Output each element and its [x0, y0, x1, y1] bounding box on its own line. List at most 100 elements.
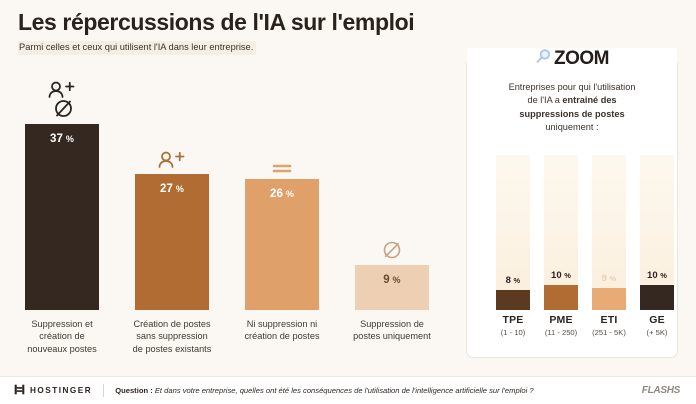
zoom-desc-line-2-bold: entrainé des — [562, 95, 617, 106]
footer: HOSTINGER Question : Et dans votre entre… — [0, 376, 696, 404]
magnifier-icon — [535, 48, 552, 70]
zoom-bar-value-number-3: 9 — [601, 273, 608, 284]
zoom-bar-rect-2[interactable] — [544, 285, 578, 310]
category-label-1-line-2: création de — [39, 331, 85, 342]
zoom-category-axis: TPE (1 - 10) PME (11 - 250) ETI (251 - 5K) GE (… — [478, 314, 668, 348]
zoom-bar-rect-3[interactable] — [592, 288, 626, 310]
zoom-category-name-1: TPE — [502, 314, 524, 326]
zoom-category-range-4: (+ 5K) — [646, 328, 668, 337]
bar-rect-1[interactable]: 37 % — [25, 124, 99, 310]
zoom-category-pme: PME (11 - 250) — [533, 314, 589, 337]
category-label-2-line-1: Création de postes — [133, 319, 211, 329]
zoom-category-range-1: (1 - 10) — [500, 328, 526, 337]
zoom-bar-rect-1[interactable] — [496, 290, 530, 310]
bar-value-number-3: 26 — [269, 188, 284, 200]
zoom-bar-column-2: 10 % — [539, 155, 583, 310]
zoom-panel-header: ZOOM — [467, 48, 677, 70]
zoom-category-name-4: GE — [649, 314, 665, 326]
zoom-bar-value-number-4: 10 — [646, 270, 658, 281]
footer-question-label: Question : — [115, 386, 153, 395]
main-bar-chart: 37 % 27 % 26 % 9 % Suppression et créatio… — [0, 60, 462, 360]
null-icon — [381, 219, 403, 261]
bar-column-1: 37 % — [7, 60, 117, 310]
zoom-bar-rect-4[interactable] — [640, 285, 674, 310]
zoom-bar-column-3: 9 % — [587, 155, 631, 310]
zoom-category-ge: GE (+ 5K) — [629, 314, 685, 337]
category-label-1-line-1: Suppression et — [31, 319, 93, 329]
flashs-logo-label: FLASHS — [641, 385, 681, 396]
hostinger-brand-label: HOSTINGER — [30, 386, 93, 395]
zoom-bar-track-4 — [640, 155, 674, 310]
hostinger-brand: HOSTINGER — [14, 382, 92, 400]
zoom-desc-line-1: Entreprises pour qui l'utilisation — [508, 82, 636, 92]
zoom-desc-line-2-plain: de l'IA a — [527, 95, 563, 106]
zoom-bar-value-4: 10 % — [635, 270, 679, 281]
zoom-bar-value-number-2: 10 — [550, 270, 562, 281]
page-title: Les répercussions de l'IA sur l'emploi — [18, 9, 415, 35]
category-label-4-line-1: Suppression de — [360, 319, 424, 329]
category-label-4-line-2: postes uniquement — [353, 331, 431, 342]
person-add-icon — [157, 128, 187, 170]
footer-question: Question : Et dans votre entreprise, que… — [115, 386, 533, 395]
zoom-category-name-3: ETI — [600, 314, 618, 326]
footer-question-text: Et dans votre entreprise, quelles ont ét… — [154, 386, 534, 395]
category-label-4: Suppression de postes uniquement — [334, 318, 450, 343]
category-label-2-line-3: de postes existants — [132, 343, 212, 354]
category-label-3-line-1: Ni suppression ni — [246, 319, 318, 329]
category-label-2-line-2: sans suppression — [136, 331, 208, 342]
zoom-bar-value-unit-4: % — [657, 271, 668, 280]
zoom-category-tpe: TPE (1 - 10) — [485, 314, 541, 337]
bar-value-3: 26 % — [245, 188, 319, 200]
zoom-bar-track-1 — [496, 155, 530, 310]
header: Les répercussions de l'IA sur l'emploi P… — [18, 9, 458, 56]
category-label-2: Création de postes sans suppression de pos… — [114, 318, 230, 355]
zoom-bar-track-2 — [544, 155, 578, 310]
person-add-and-null-icon — [47, 78, 77, 120]
zoom-bar-value-unit-3: % — [607, 274, 617, 283]
bar-rect-4[interactable]: 9 % — [355, 265, 429, 310]
hostinger-logo-icon — [14, 382, 25, 400]
equals-icon — [271, 133, 293, 175]
bar-value-number-1: 37 — [49, 133, 64, 145]
main-bar-group: 37 % 27 % 26 % 9 % — [0, 60, 462, 310]
bar-value-number-4: 9 — [383, 274, 390, 286]
zoom-bar-group: 8 % 10 % 9 % 10 % — [478, 155, 674, 310]
bar-column-2: 27 % — [117, 60, 227, 310]
zoom-category-eti: ETI (251 - 5K) — [581, 314, 637, 337]
flashs-logo: FLASHS — [641, 385, 681, 396]
category-label-1: Suppression et création de nouveaux postes — [4, 318, 120, 355]
zoom-bar-column-1: 8 % — [491, 155, 535, 310]
zoom-bar-value-1: 8 % — [491, 275, 535, 286]
bar-rect-3[interactable]: 26 % — [245, 179, 319, 310]
zoom-panel-title: ZOOM — [554, 48, 610, 69]
zoom-bar-value-unit-1: % — [511, 276, 521, 285]
zoom-category-range-3: (251 - 5K) — [592, 328, 626, 337]
page-subtitle: Parmi celles et ceux qui utilisent l'IA … — [18, 41, 257, 56]
main-category-axis: Suppression et création de nouveaux postes… — [0, 318, 462, 364]
bar-value-4: 9 % — [355, 274, 429, 286]
bar-value-number-2: 27 — [159, 183, 174, 195]
zoom-category-name-2: PME — [549, 314, 573, 326]
bar-value-unit-1: % — [63, 134, 75, 144]
category-label-3-line-2: création de postes — [244, 331, 320, 342]
bar-column-3: 26 % — [227, 60, 337, 310]
bar-value-unit-3: % — [283, 189, 295, 199]
zoom-category-range-2: (11 - 250) — [544, 328, 578, 337]
bar-value-unit-4: % — [389, 275, 401, 285]
bar-rect-2[interactable]: 27 % — [135, 174, 209, 310]
category-label-1-line-3: nouveaux postes — [27, 343, 97, 354]
zoom-bar-value-unit-2: % — [561, 271, 572, 280]
zoom-desc-line-4: uniquement : — [545, 122, 599, 133]
zoom-bar-value-2: 10 % — [539, 270, 583, 281]
footer-divider — [103, 384, 105, 397]
bar-value-1: 37 % — [25, 133, 99, 145]
zoom-bar-column-4: 10 % — [635, 155, 679, 310]
zoom-bar-track-3 — [592, 155, 626, 310]
bar-value-2: 27 % — [135, 183, 209, 195]
zoom-bar-value-3: 9 % — [587, 273, 631, 284]
zoom-desc-line-3-bold: suppressions de postes — [519, 108, 625, 119]
zoom-panel: ZOOM Entreprises pour qui l'utilisation … — [466, 48, 678, 358]
bar-value-unit-2: % — [173, 184, 185, 194]
bar-column-4: 9 % — [337, 60, 447, 310]
